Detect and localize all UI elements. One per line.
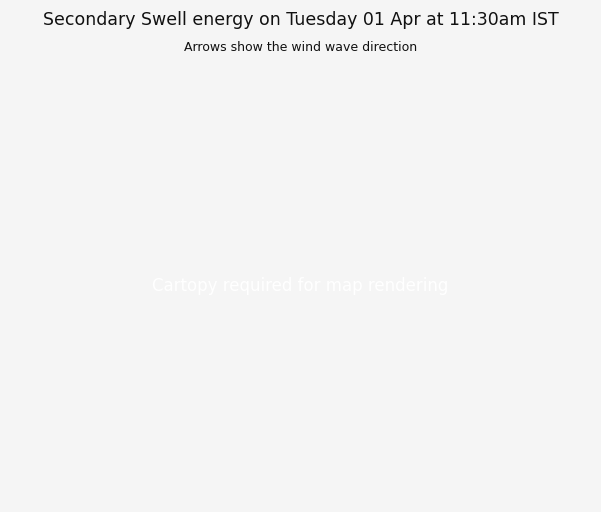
Text: Arrows show the wind wave direction: Arrows show the wind wave direction — [184, 40, 417, 54]
Text: Secondary Swell energy on Tuesday 01 Apr at 11:30am IST: Secondary Swell energy on Tuesday 01 Apr… — [43, 11, 558, 29]
Text: Cartopy required for map rendering: Cartopy required for map rendering — [152, 277, 449, 295]
